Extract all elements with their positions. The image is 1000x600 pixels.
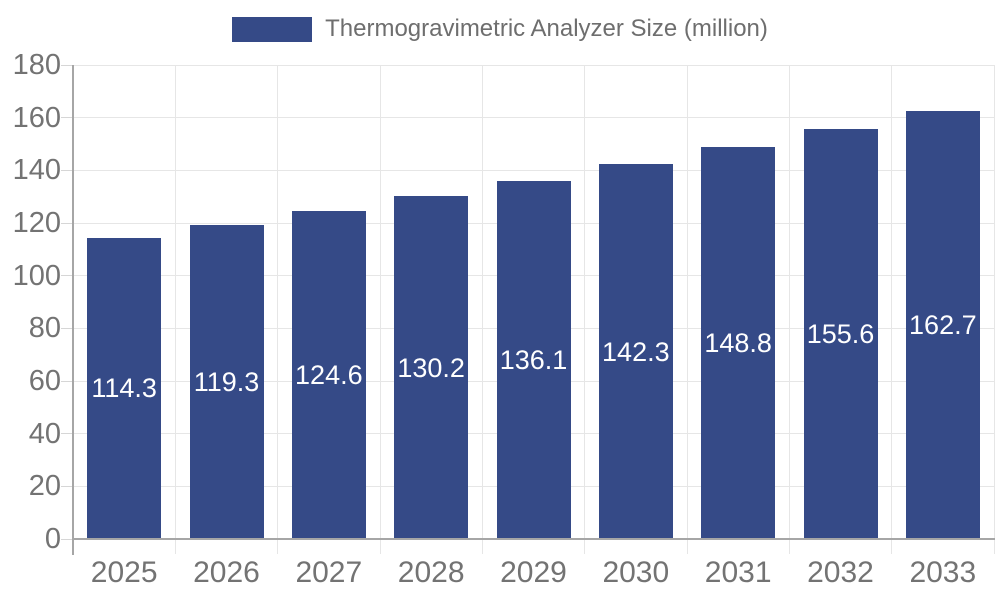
x-tick-label: 2033 [909,556,977,589]
y-tick-label: 120 [12,207,61,239]
x-tick-label: 2031 [704,556,772,589]
y-tick-mark [61,327,73,329]
plot-area: 0 20 40 60 80 100 120 140 160 180 114.3 119.3 124.6 1… [13,50,995,589]
bar[interactable]: 114.3 [87,238,162,539]
y-tick-mark [61,538,73,540]
bar[interactable]: 148.8 [701,147,776,539]
category-boundary-line [788,65,790,554]
y-tick-mark [61,485,73,487]
category-boundary-line [481,65,483,554]
category-boundary-line [174,65,176,554]
bar[interactable]: 162.7 [905,110,980,539]
bar-value-label: 119.3 [193,366,260,397]
y-tick-label: 180 [12,49,61,81]
x-tick-label: 2029 [500,556,567,589]
y-tick-label: 0 [44,523,61,555]
legend-swatch [232,16,313,42]
y-tick-label: 100 [12,259,61,292]
x-tick-label: 2026 [193,556,260,589]
y-tick-mark [61,222,73,224]
bar[interactable]: 136.1 [496,180,571,539]
legend[interactable]: Thermogravimetric Analyzer Size (million… [0,15,1000,43]
y-tick-mark [61,169,73,171]
x-tick-label: 2025 [90,556,158,589]
y-tick-mark [61,380,73,382]
category-boundary-line [379,65,381,554]
bar-value-label: 162.7 [909,309,977,340]
bar-value-label: 148.8 [704,328,772,359]
gridline [73,64,994,66]
bar-value-label: 124.6 [295,359,363,390]
y-tick-label: 140 [12,154,61,187]
y-tick-label: 20 [28,470,61,503]
category-boundary-line [891,65,893,554]
y-tick-mark [61,117,73,119]
bar[interactable]: 155.6 [803,129,878,539]
category-boundary-line [584,65,586,554]
bar-value-label: 130.2 [397,352,465,383]
bar-value-label: 136.1 [499,344,568,375]
y-axis-line [72,65,74,555]
bar[interactable]: 119.3 [189,224,264,539]
bar[interactable]: 130.2 [394,196,469,539]
x-tick-label: 2028 [397,556,465,589]
y-tick-mark [61,64,73,66]
bar[interactable]: 124.6 [291,210,366,539]
y-tick-label: 160 [12,101,61,134]
x-axis-line [72,538,995,540]
x-tick-label: 2032 [807,556,874,589]
bar-value-label: 142.3 [602,336,670,367]
bar[interactable]: 142.3 [598,164,673,539]
y-tick-label: 60 [28,365,61,397]
y-tick-label: 40 [28,417,61,450]
category-boundary-line [686,65,688,554]
y-tick-mark [61,275,73,277]
x-tick-label: 2030 [602,556,670,589]
bar-value-label: 155.6 [806,319,875,350]
y-tick-mark [61,433,73,435]
category-boundary-line [993,65,995,554]
gridline [73,169,994,171]
gridline [73,117,994,119]
y-tick-label: 80 [28,312,61,345]
bar-value-label: 114.3 [91,373,157,404]
legend-label: Thermogravimetric Analyzer Size (million… [325,15,768,42]
category-boundary-line [277,65,279,554]
x-tick-label: 2027 [295,556,363,589]
